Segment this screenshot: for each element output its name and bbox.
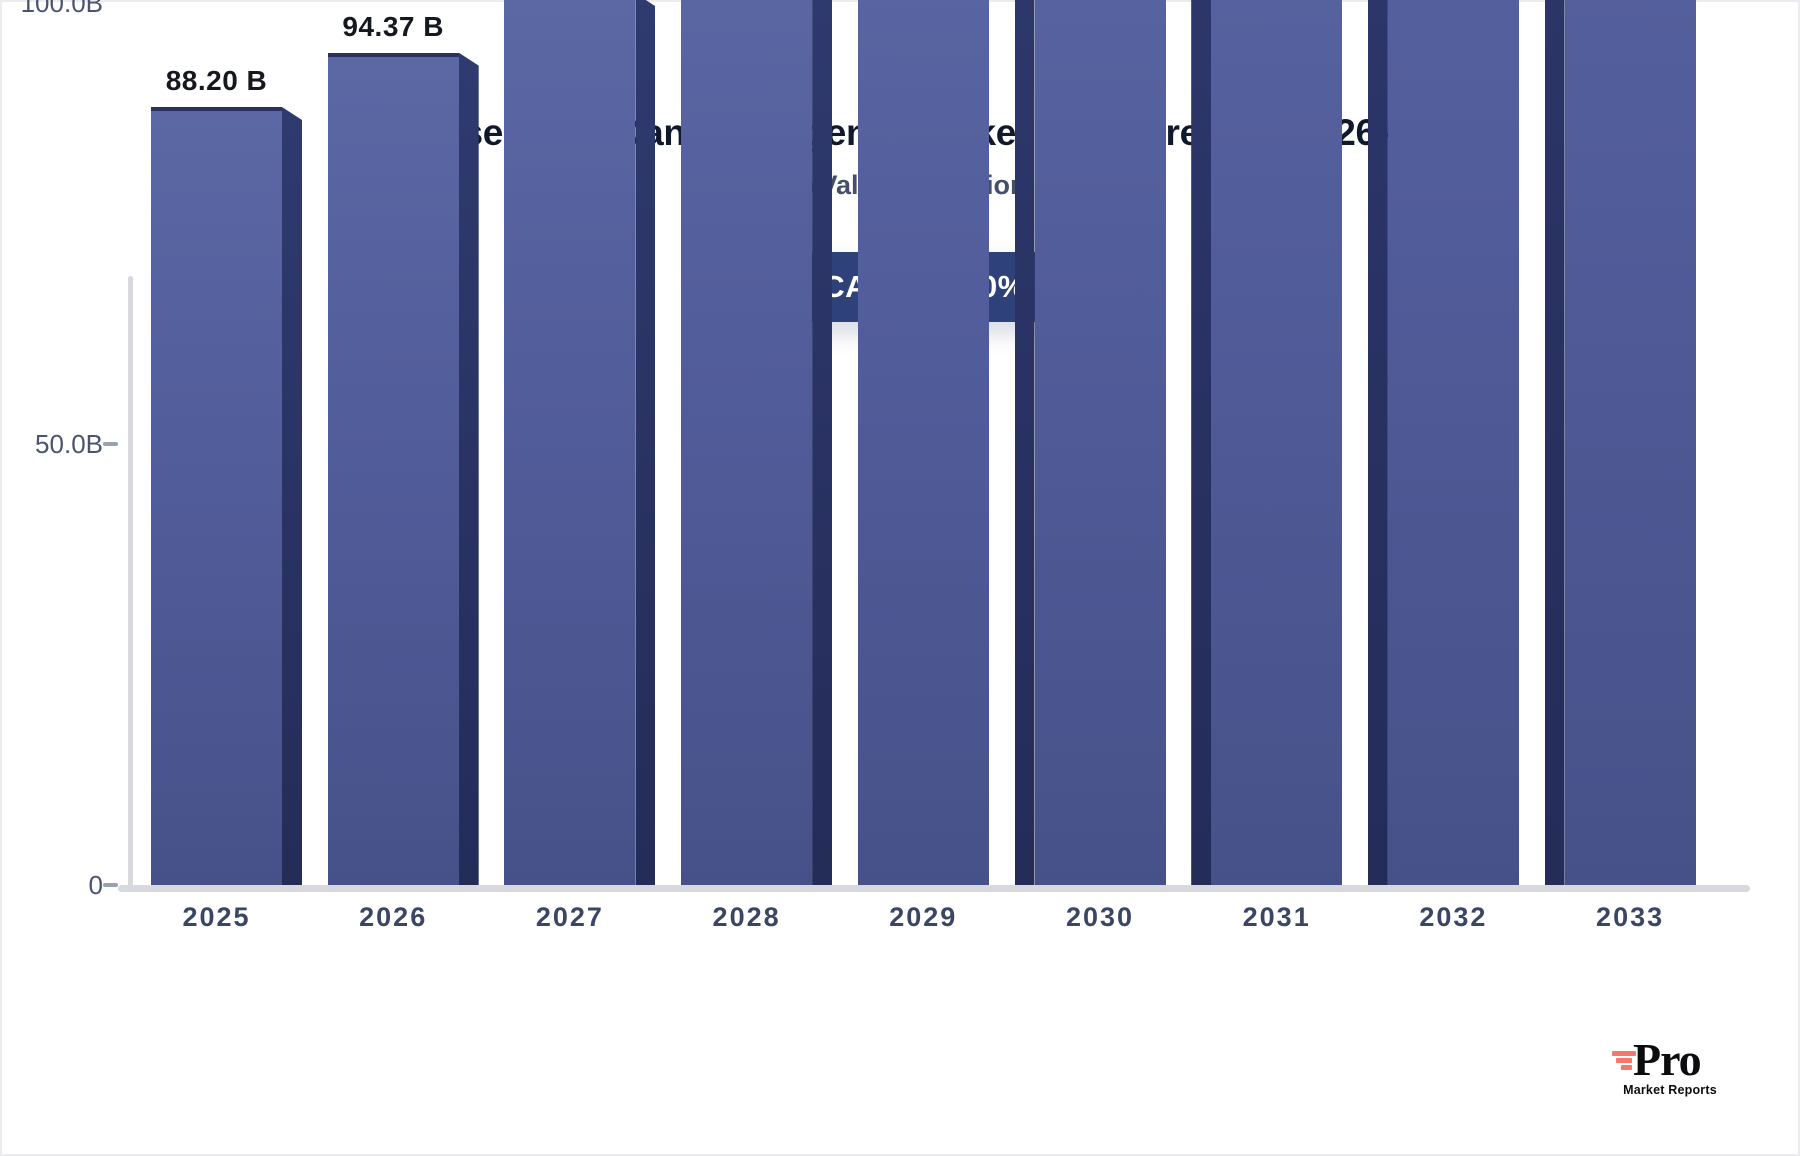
x-tick-label-2027: 2027 xyxy=(535,902,604,932)
bar-value-label-2025: 88.20 B xyxy=(165,64,268,96)
y-tick-label-0: 0 xyxy=(88,870,103,900)
bar-side-face-2033 xyxy=(1544,0,1565,885)
logo-subtext: Market Reports xyxy=(1623,1083,1717,1097)
y-tick-mark xyxy=(103,883,118,887)
logo-bar-icon xyxy=(1612,1051,1636,1056)
bar-2032[interactable] xyxy=(1387,0,1519,885)
x-axis-baseline xyxy=(118,885,1750,892)
x-tick-label-2025: 2025 xyxy=(182,902,251,932)
bar-side-face-2025 xyxy=(282,106,302,885)
bar-2031[interactable] xyxy=(1211,0,1343,885)
bar-2033[interactable] xyxy=(1564,0,1696,885)
y-tick-label-50.0B: 50.0B xyxy=(35,428,103,459)
bar-side-face-2030 xyxy=(1014,0,1035,885)
x-tick-label-2030: 2030 xyxy=(1065,902,1135,932)
bar-side-face-2032 xyxy=(1367,0,1388,885)
bar-2029[interactable] xyxy=(857,0,989,885)
bar-2028[interactable] xyxy=(681,0,813,885)
bar-side-face-2026 xyxy=(458,52,479,885)
logo-bar-icon xyxy=(1621,1065,1632,1070)
bar-2026[interactable] xyxy=(327,52,459,885)
x-tick-label-2028: 2028 xyxy=(712,902,781,932)
x-tick-label-2033: 2033 xyxy=(1596,902,1665,932)
x-tick-label-2031: 2031 xyxy=(1242,902,1311,932)
y-tick-label-100.0B: 100.0B xyxy=(20,0,103,18)
x-tick-label-2029: 2029 xyxy=(889,902,958,932)
y-axis-line xyxy=(128,276,133,892)
bar-side-face-2028 xyxy=(812,0,833,885)
bar-2030[interactable] xyxy=(1034,0,1166,885)
bar-side-face-2031 xyxy=(1191,0,1212,885)
logo-bar-icon xyxy=(1616,1058,1632,1063)
bar-side-face-2027 xyxy=(635,0,656,885)
pro-market-reports-logo: Pro Market Reports xyxy=(1605,1036,1725,1106)
bar-2025[interactable] xyxy=(151,106,282,885)
y-tick-mark xyxy=(103,441,118,446)
logo-text: Pro xyxy=(1633,1034,1702,1085)
x-tick-label-2026: 2026 xyxy=(359,902,428,932)
x-tick-label-2032: 2032 xyxy=(1419,902,1488,932)
bar-value-label-2026: 94.37 B xyxy=(342,10,444,42)
bar-2027[interactable] xyxy=(504,0,636,885)
